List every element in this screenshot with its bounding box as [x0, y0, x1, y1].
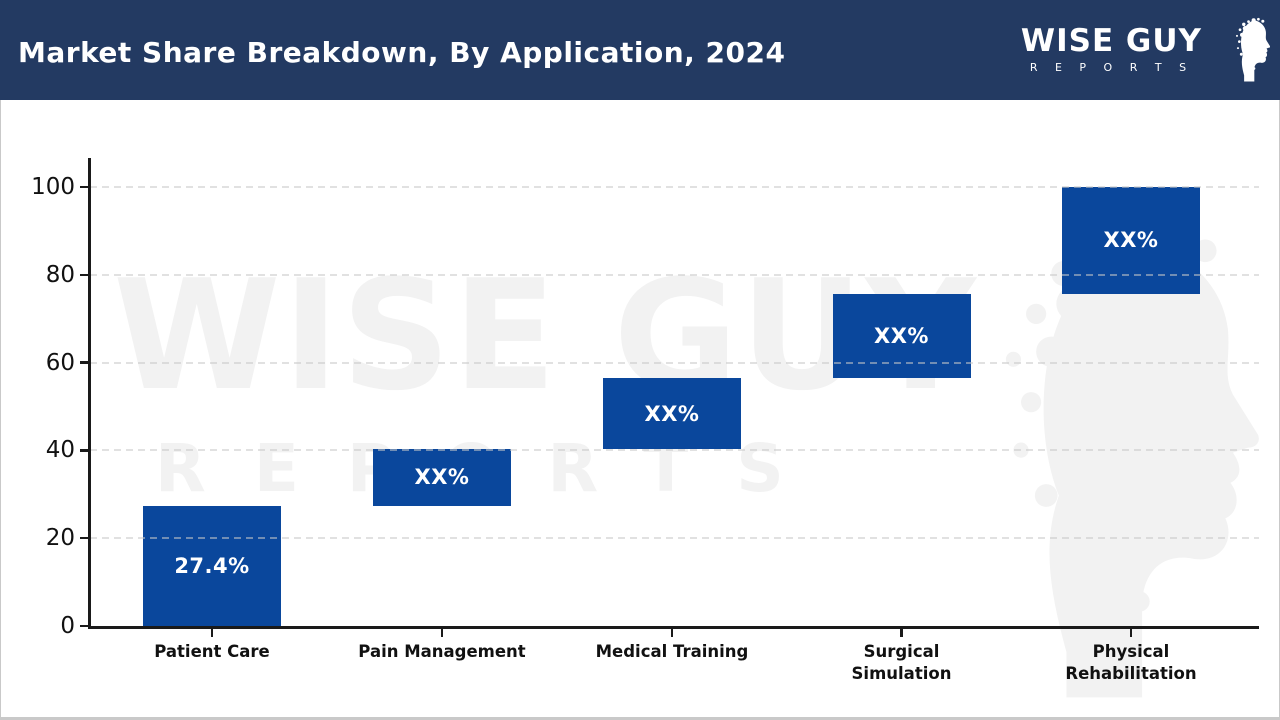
bar-physical-rehabilitation: XX% — [1062, 187, 1200, 294]
y-tick-mark-60 — [80, 361, 88, 364]
bar-value-label: XX% — [874, 324, 929, 349]
y-tick-mark-80 — [80, 273, 88, 277]
bar-pain-management: XX% — [373, 448, 511, 506]
brand-subtitle: R E P O R T S — [1029, 61, 1194, 74]
x-tick-mark-1 — [440, 628, 444, 637]
x-tick-mark-3 — [900, 628, 903, 637]
y-tick-label-80: 80 — [45, 261, 75, 288]
gridline-40 — [90, 449, 1259, 452]
brand-logo: WISE GUY R E P O R T S — [1021, 6, 1272, 94]
x-tick-mark-0 — [210, 628, 214, 637]
bar-value-label: XX% — [414, 465, 470, 490]
x-tick-mark-4 — [1129, 628, 1133, 637]
x-axis — [88, 626, 1259, 629]
y-tick-mark-100 — [80, 185, 88, 189]
y-tick-label-40: 40 — [45, 437, 75, 464]
bar-surgical-simulation: XX% — [832, 293, 971, 379]
y-tick-mark-0 — [80, 624, 88, 628]
gridline-100 — [90, 186, 1259, 188]
brand-name: WISE GUY — [1020, 23, 1202, 59]
gridline-80 — [90, 273, 1259, 276]
dotted-head-profile-icon — [1235, 17, 1271, 82]
y-tick-mark-20 — [80, 536, 88, 540]
bar-value-label: 27.4% — [174, 553, 250, 578]
bar-value-label: XX% — [1103, 228, 1159, 253]
bar-medical-training: XX% — [603, 378, 741, 449]
y-tick-label-0: 0 — [60, 613, 75, 639]
watermark-head-profile-icon — [1005, 225, 1259, 698]
bar-patient-care: 27.4% — [143, 505, 281, 626]
y-tick-label-100: 100 — [31, 174, 75, 200]
brand-wordmark: WISE GUY R E P O R T S — [1020, 23, 1202, 75]
x-tick-label-4: Physical Rehabilitation — [1065, 642, 1197, 683]
page-title: Market Share Breakdown, By Application, … — [18, 36, 786, 69]
x-tick-label-3: Surgical Simulation — [851, 642, 952, 683]
x-tick-mark-2 — [670, 628, 674, 637]
y-tick-label-60: 60 — [45, 349, 75, 376]
x-tick-label-1: Pain Management — [358, 642, 526, 661]
gridline-20 — [90, 537, 1259, 540]
x-tick-label-2: Medical Training — [595, 642, 749, 661]
header: Market Share Breakdown, By Application, … — [0, 0, 1280, 100]
y-tick-mark-40 — [80, 449, 88, 452]
y-axis — [88, 158, 91, 628]
bar-value-label: XX% — [644, 401, 700, 426]
y-tick-label-20: 20 — [45, 525, 75, 552]
x-tick-label-0: Patient Care — [154, 642, 270, 661]
gridline-60 — [90, 361, 1259, 364]
